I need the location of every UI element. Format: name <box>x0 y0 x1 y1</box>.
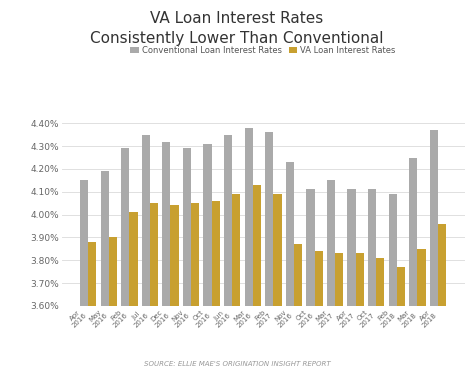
Bar <box>183 148 191 373</box>
Bar <box>162 142 171 373</box>
Bar <box>294 244 302 373</box>
Text: SOURCE: ELLIE MAE'S ORIGINATION INSIGHT REPORT: SOURCE: ELLIE MAE'S ORIGINATION INSIGHT … <box>144 361 330 367</box>
Bar <box>109 237 117 373</box>
Bar <box>265 132 273 373</box>
Bar <box>100 171 109 373</box>
Bar <box>80 181 88 373</box>
Bar <box>203 144 211 373</box>
Bar <box>171 206 179 373</box>
Bar <box>315 251 323 373</box>
Bar <box>438 224 446 373</box>
Bar <box>306 189 315 373</box>
Bar <box>224 135 232 373</box>
Bar <box>121 148 129 373</box>
Bar <box>191 203 199 373</box>
Bar <box>88 242 96 373</box>
Bar <box>389 194 397 373</box>
Bar <box>430 130 438 373</box>
Bar <box>356 253 364 373</box>
Text: VA Loan Interest Rates
Consistently Lower Than Conventional: VA Loan Interest Rates Consistently Lowe… <box>90 11 384 46</box>
Bar <box>418 249 426 373</box>
Bar <box>142 135 150 373</box>
Bar <box>347 189 356 373</box>
Bar <box>211 201 220 373</box>
Bar <box>129 212 137 373</box>
Bar <box>286 162 294 373</box>
Legend: Conventional Loan Interest Rates, VA Loan Interest Rates: Conventional Loan Interest Rates, VA Loa… <box>127 43 399 58</box>
Bar <box>232 194 240 373</box>
Bar <box>245 128 253 373</box>
Bar <box>368 189 376 373</box>
Bar <box>327 181 335 373</box>
Bar <box>150 203 158 373</box>
Bar <box>376 258 384 373</box>
Bar <box>273 194 282 373</box>
Bar <box>335 253 343 373</box>
Bar <box>409 157 418 373</box>
Bar <box>253 185 261 373</box>
Bar <box>397 267 405 373</box>
